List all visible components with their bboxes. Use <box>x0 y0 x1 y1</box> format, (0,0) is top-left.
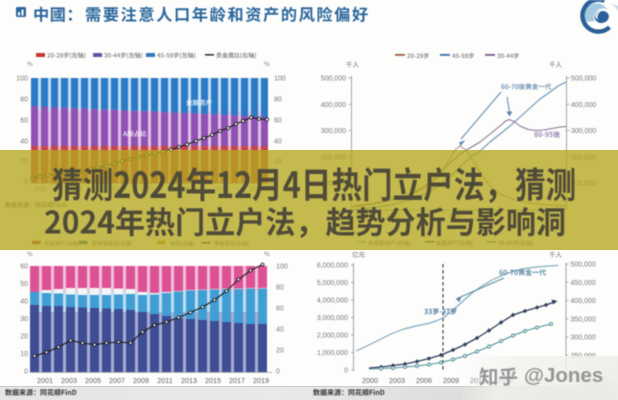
svg-text:10: 10 <box>20 351 28 358</box>
svg-text:60: 60 <box>20 264 28 271</box>
svg-text:40: 40 <box>276 327 284 334</box>
svg-text:100: 100 <box>274 76 286 83</box>
svg-text:2009: 2009 <box>133 376 149 385</box>
svg-text:2005: 2005 <box>85 376 101 385</box>
svg-text:0: 0 <box>24 369 28 376</box>
svg-text:2013: 2013 <box>181 376 197 385</box>
svg-text:500,000: 500,000 <box>321 76 346 83</box>
svg-text:2003: 2003 <box>61 376 77 385</box>
svg-text:20: 20 <box>20 334 28 341</box>
svg-text:2006: 2006 <box>416 376 432 385</box>
svg-text:40: 40 <box>274 139 282 146</box>
svg-text:3,000,000: 3,000,000 <box>317 315 348 322</box>
svg-text:2009: 2009 <box>443 376 459 385</box>
svg-text:30: 30 <box>20 316 28 323</box>
svg-text:400,000: 400,000 <box>571 102 596 109</box>
svg-text:40: 40 <box>20 299 28 306</box>
svg-text:5,000,000: 5,000,000 <box>317 280 348 287</box>
svg-text:300,000: 300,000 <box>321 128 346 135</box>
svg-text:2007: 2007 <box>109 376 125 385</box>
svg-text:4,000,000: 4,000,000 <box>317 298 348 305</box>
svg-text:@Jones: @Jones <box>524 364 603 387</box>
svg-text:0: 0 <box>344 368 348 375</box>
svg-text:100: 100 <box>16 76 28 83</box>
svg-text:50: 50 <box>20 281 28 288</box>
svg-text:2011: 2011 <box>157 376 172 385</box>
svg-text:40: 40 <box>20 139 28 146</box>
svg-text:80: 80 <box>20 97 28 104</box>
svg-text:80: 80 <box>276 285 284 292</box>
svg-text:60: 60 <box>20 118 28 125</box>
svg-text:500,000: 500,000 <box>571 262 596 269</box>
svg-text:2019: 2019 <box>253 376 269 385</box>
svg-text:300,000: 300,000 <box>571 335 596 342</box>
svg-text:500,000: 500,000 <box>571 76 596 83</box>
svg-text:80: 80 <box>274 97 282 104</box>
svg-text:2001: 2001 <box>37 376 53 385</box>
svg-text:6,000,000: 6,000,000 <box>317 263 348 270</box>
svg-text:2003: 2003 <box>389 376 405 385</box>
svg-text:100: 100 <box>276 264 288 271</box>
svg-text:2000: 2000 <box>362 376 378 385</box>
svg-text:400,000: 400,000 <box>321 102 346 109</box>
svg-text:60: 60 <box>274 118 282 125</box>
svg-text:300,000: 300,000 <box>571 128 596 135</box>
svg-text:2017: 2017 <box>229 376 245 385</box>
svg-text:2,000,000: 2,000,000 <box>317 333 348 340</box>
svg-text:450,000: 450,000 <box>571 280 596 287</box>
svg-text:1,000,000: 1,000,000 <box>317 350 348 357</box>
svg-text:0: 0 <box>276 369 280 376</box>
svg-text:400,000: 400,000 <box>571 298 596 305</box>
svg-text:60: 60 <box>276 306 284 313</box>
svg-text:350,000: 350,000 <box>571 316 596 323</box>
svg-text:2015: 2015 <box>205 376 221 385</box>
svg-text:20: 20 <box>276 348 284 355</box>
